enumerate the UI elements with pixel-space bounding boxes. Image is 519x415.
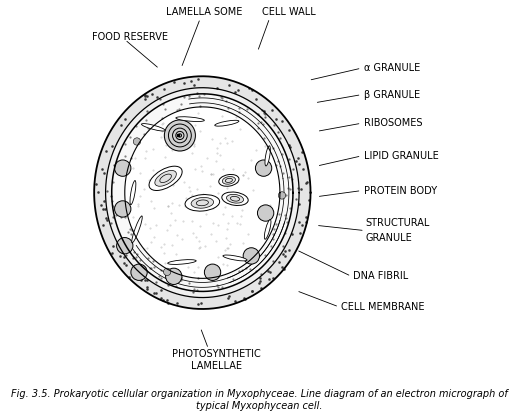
Text: α GRANULE: α GRANULE	[364, 63, 420, 73]
Ellipse shape	[265, 146, 270, 166]
Circle shape	[255, 160, 272, 176]
Text: CELL WALL: CELL WALL	[262, 7, 315, 17]
Text: PHOTOSYNTHETIC: PHOTOSYNTHETIC	[172, 349, 261, 359]
Polygon shape	[105, 88, 299, 298]
Text: RIBOSOMES: RIBOSOMES	[364, 118, 422, 128]
Polygon shape	[112, 94, 293, 291]
Ellipse shape	[264, 220, 271, 239]
Text: GRANULE: GRANULE	[366, 232, 413, 242]
Text: PROTEIN BODY: PROTEIN BODY	[364, 186, 436, 195]
Ellipse shape	[191, 198, 214, 208]
Ellipse shape	[223, 255, 247, 261]
Ellipse shape	[176, 117, 204, 122]
Ellipse shape	[168, 260, 196, 264]
Circle shape	[115, 201, 131, 217]
Circle shape	[131, 264, 147, 281]
Text: Fig. 3.5. Prokaryotic cellular organization in Myxophyceae. Line diagram of an e: Fig. 3.5. Prokaryotic cellular organizat…	[11, 389, 508, 399]
Circle shape	[115, 160, 131, 176]
Circle shape	[163, 268, 171, 276]
Text: FOOD RESERVE: FOOD RESERVE	[92, 32, 168, 42]
Text: DNA FIBRIL: DNA FIBRIL	[353, 271, 408, 281]
Text: β GRANULE: β GRANULE	[364, 90, 420, 100]
Ellipse shape	[225, 178, 233, 183]
Circle shape	[117, 237, 133, 254]
Ellipse shape	[155, 171, 176, 186]
Text: LAMELLA SOME: LAMELLA SOME	[166, 7, 242, 17]
Text: STRUCTURAL: STRUCTURAL	[366, 218, 430, 228]
Ellipse shape	[196, 200, 209, 206]
Ellipse shape	[230, 196, 240, 201]
Circle shape	[257, 205, 274, 221]
Text: LIPID GRANULE: LIPID GRANULE	[364, 151, 439, 161]
Ellipse shape	[222, 176, 236, 184]
Circle shape	[166, 268, 182, 285]
Circle shape	[243, 248, 260, 264]
Text: typical Myxophycean cell.: typical Myxophycean cell.	[196, 401, 323, 411]
Text: LAMELLAE: LAMELLAE	[191, 361, 242, 371]
Ellipse shape	[130, 181, 136, 205]
Circle shape	[204, 264, 221, 281]
Ellipse shape	[226, 194, 243, 203]
Text: CELL MEMBRANE: CELL MEMBRANE	[341, 302, 425, 312]
Polygon shape	[94, 76, 310, 309]
Ellipse shape	[185, 195, 220, 211]
Ellipse shape	[142, 124, 165, 131]
Ellipse shape	[215, 120, 239, 126]
Circle shape	[165, 120, 195, 151]
Ellipse shape	[160, 174, 171, 183]
Circle shape	[278, 192, 285, 199]
Circle shape	[133, 138, 141, 145]
Ellipse shape	[149, 166, 182, 190]
Ellipse shape	[219, 174, 239, 186]
Ellipse shape	[222, 192, 248, 205]
Polygon shape	[125, 107, 280, 278]
Ellipse shape	[132, 216, 142, 243]
